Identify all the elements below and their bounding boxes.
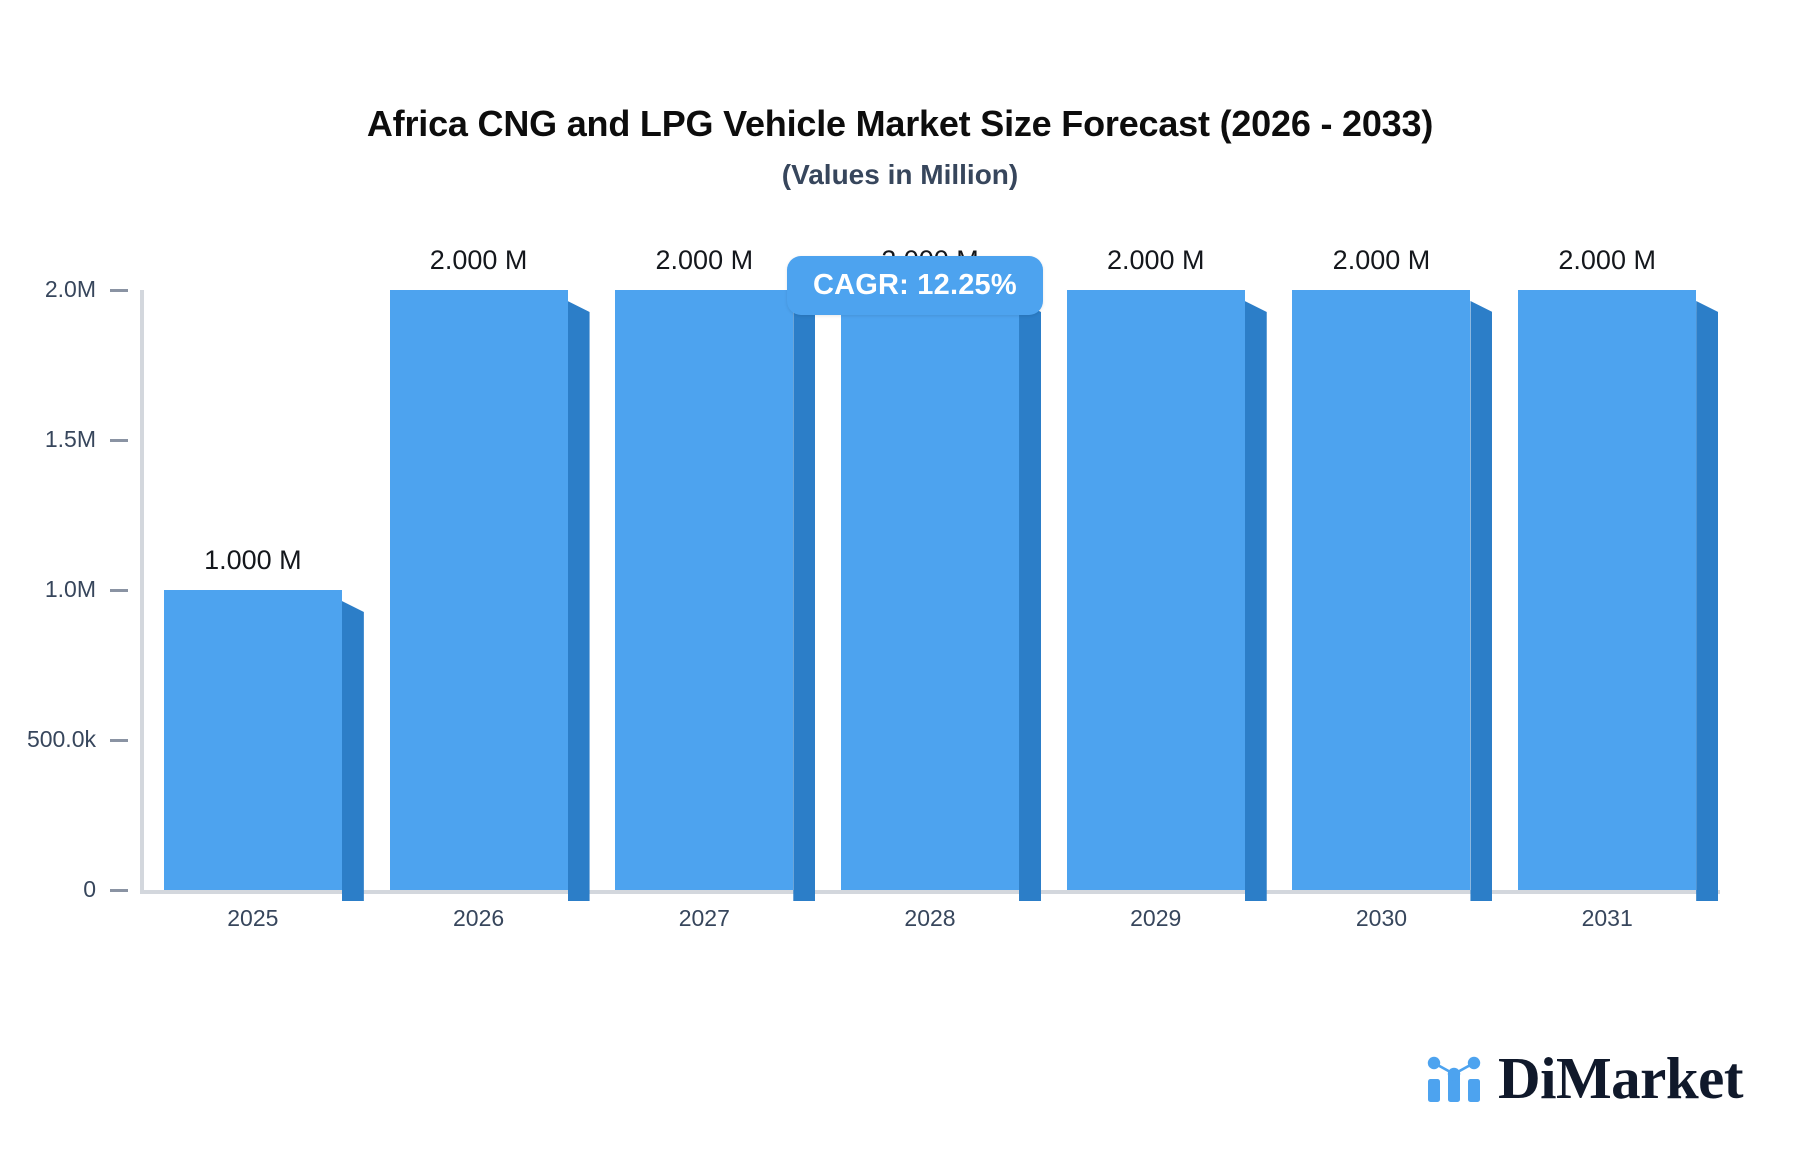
x-axis-tick-label: 2027	[678, 905, 730, 931]
bar-side-face	[567, 301, 590, 901]
bar-item[interactable]: 2.000 M	[1292, 245, 1493, 901]
bar-side-face	[793, 301, 816, 901]
x-axis-label-slot: 2029	[1043, 905, 1269, 932]
x-axis-labels: 2025 2026 2027 2028 2029 2030 2031	[140, 905, 1720, 932]
bar-side-face	[1470, 301, 1493, 901]
x-axis-label-slot: 2031	[1494, 905, 1720, 932]
bar-front-face	[1292, 290, 1493, 901]
y-axis-line	[140, 290, 144, 890]
bar-side-face	[1019, 301, 1042, 901]
bar-value-label: 2.000 M	[1332, 245, 1431, 275]
y-axis-tick-mark	[110, 438, 128, 442]
bar-slot: 2.000 M	[1269, 245, 1495, 901]
x-axis-tick-label: 2031	[1581, 905, 1633, 931]
y-axis-tick-label: 500.0k	[26, 725, 96, 752]
y-axis-tick-mark	[110, 288, 128, 292]
bar-front-face	[615, 290, 816, 901]
plot-area: 0 500.0k 1.0M 1.5M 2.0M 1.000 M 2.000 M 2.000 …	[27, 245, 1720, 902]
bar-side-face	[1244, 301, 1267, 901]
cagr-badge: CAGR: 12.25%	[787, 256, 1043, 315]
brand-logo: DiMarket	[1426, 1045, 1744, 1111]
bar-slot: 2.000 M	[366, 245, 592, 901]
x-axis-label-slot: 2027	[591, 905, 817, 932]
bar-value-label: 2.000 M	[429, 245, 528, 275]
bar-slot: 2.000 M	[817, 245, 1043, 901]
bar-side-face	[341, 601, 364, 901]
y-axis-tick-label: 1.0M	[44, 575, 96, 602]
bar-slot: 2.000 M	[591, 245, 817, 901]
bar-side-face	[1696, 301, 1719, 901]
x-axis-tick-label: 2029	[1130, 905, 1182, 931]
bar-front-face	[1066, 290, 1267, 901]
chart-title: Africa CNG and LPG Vehicle Market Size F…	[366, 103, 1434, 144]
x-axis-label-slot: 2028	[817, 905, 1043, 932]
bar-value-label: 1.000 M	[204, 545, 302, 575]
bar-front-face	[163, 590, 364, 901]
x-axis-tick-label: 2025	[227, 905, 279, 931]
bar-item[interactable]: 2.000 M	[841, 245, 1042, 901]
y-axis-tick-mark	[110, 888, 128, 892]
bar-series: 1.000 M 2.000 M 2.000 M 2.000 M 2.000 M 2.000…	[140, 245, 1720, 901]
x-axis-label-slot: 2025	[140, 905, 366, 932]
chart-header: Africa CNG and LPG Vehicle Market Size F…	[0, 102, 1800, 192]
x-axis-label-slot: 2030	[1269, 905, 1495, 932]
bar-slot: 2.000 M	[1494, 245, 1720, 901]
bar-value-label: 2.000 M	[1106, 245, 1205, 275]
x-axis-tick-label: 2030	[1355, 905, 1408, 931]
bar-front-face	[841, 290, 1042, 901]
x-axis-tick-label: 2028	[904, 905, 956, 931]
chart-subtitle: (Values in Million)	[781, 159, 1019, 190]
y-axis-tick-label: 1.5M	[44, 425, 96, 452]
bar-value-label: 2.000 M	[1558, 245, 1656, 275]
y-axis-tick-mark	[110, 588, 128, 592]
x-axis-line	[140, 890, 1720, 894]
brand-name: DiMarket	[1497, 1045, 1744, 1111]
x-axis-tick-label: 2026	[452, 905, 505, 931]
bar-value-label: 2.000 M	[655, 245, 754, 275]
bar-item[interactable]: 2.000 M	[1066, 245, 1267, 901]
bar-chart-icon	[1427, 1056, 1481, 1102]
bar-slot: 1.000 M	[140, 290, 366, 901]
bar-front-face	[389, 290, 590, 901]
bar-slot: 2.000 M	[1043, 245, 1269, 901]
y-axis-tick-label: 2.0M	[44, 275, 96, 302]
y-axis-tick-mark	[110, 738, 128, 742]
y-axis-tick-label: 0	[83, 875, 96, 902]
bar-item[interactable]: 2.000 M	[1518, 245, 1719, 901]
x-axis-label-slot: 2026	[366, 905, 592, 932]
bar-item[interactable]: 2.000 M	[615, 245, 816, 901]
bar-item[interactable]: 1.000 M	[163, 545, 364, 901]
bar-item[interactable]: 2.000 M	[389, 245, 590, 901]
bar-front-face	[1518, 290, 1719, 901]
